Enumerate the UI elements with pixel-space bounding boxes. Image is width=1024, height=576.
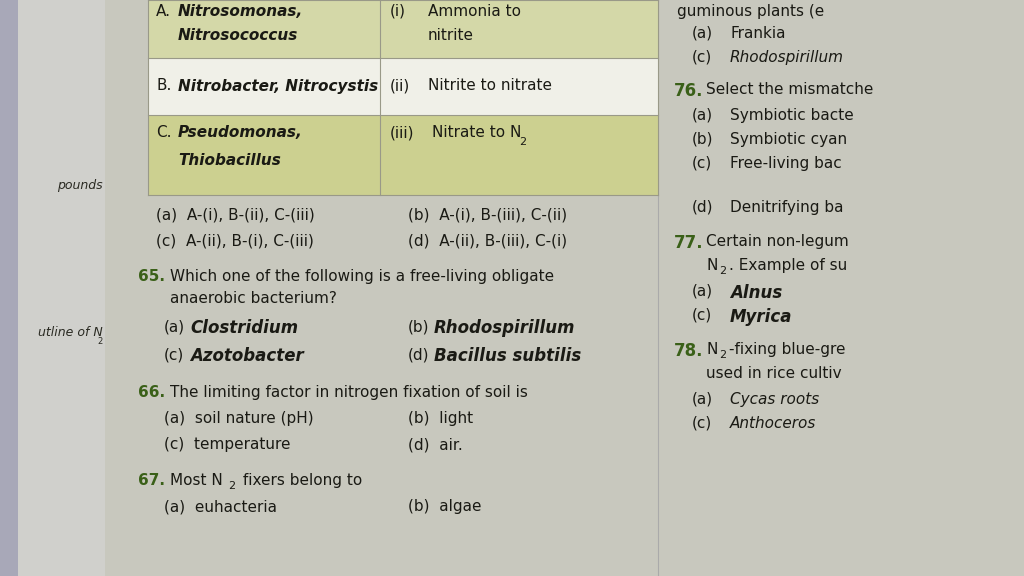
Text: (ii): (ii) [390, 78, 411, 93]
Text: (b)  light: (b) light [408, 411, 473, 426]
Text: Thiobacillus: Thiobacillus [178, 153, 281, 168]
Text: (c): (c) [164, 347, 184, 362]
Text: Ammonia to: Ammonia to [428, 4, 521, 19]
Text: Most N: Most N [170, 473, 223, 488]
Text: A.: A. [156, 4, 171, 19]
Text: (a)  A-(i), B-(ii), C-(iii): (a) A-(i), B-(ii), C-(iii) [156, 207, 314, 222]
Text: (d): (d) [408, 347, 429, 362]
Text: nitrite: nitrite [428, 28, 474, 43]
Text: 2: 2 [519, 137, 526, 147]
Text: fixers belong to: fixers belong to [238, 473, 362, 488]
Text: Nitrosomonas,: Nitrosomonas, [178, 4, 303, 19]
Text: Nitrate to N: Nitrate to N [432, 125, 521, 140]
Bar [0, 0, 18, 576]
Text: Nitrosococcus: Nitrosococcus [178, 28, 298, 43]
Text: The limiting factor in nitrogen fixation of soil is: The limiting factor in nitrogen fixation… [170, 385, 528, 400]
Text: Which one of the following is a free-living obligate: Which one of the following is a free-liv… [170, 269, 554, 284]
Text: C.: C. [156, 125, 171, 140]
Text: Rhodospirillum: Rhodospirillum [730, 50, 844, 65]
Text: (b)  A-(i), B-(iii), C-(ii): (b) A-(i), B-(iii), C-(ii) [408, 207, 567, 222]
Text: Denitrifying ba: Denitrifying ba [730, 200, 844, 215]
Text: Rhodospirillum: Rhodospirillum [434, 319, 575, 337]
Text: (a): (a) [692, 26, 713, 41]
Text: (c): (c) [692, 156, 713, 171]
Text: 2: 2 [228, 481, 236, 491]
Text: . Example of su: . Example of su [729, 258, 847, 273]
Text: Nitrobacter, Nitrocystis: Nitrobacter, Nitrocystis [178, 78, 378, 93]
Text: (d)  A-(ii), B-(iii), C-(i): (d) A-(ii), B-(iii), C-(i) [408, 233, 567, 248]
Bar [148, 58, 658, 115]
Text: Symbiotic cyan: Symbiotic cyan [730, 132, 847, 147]
Text: Frankia: Frankia [730, 26, 785, 41]
Text: Alnus: Alnus [730, 284, 782, 302]
Bar [105, 0, 1024, 576]
Text: (iii): (iii) [390, 125, 415, 140]
Text: N: N [706, 258, 718, 273]
Text: 77.: 77. [674, 234, 703, 252]
Text: (c)  A-(ii), B-(i), C-(iii): (c) A-(ii), B-(i), C-(iii) [156, 233, 314, 248]
Text: (b): (b) [692, 132, 714, 147]
Text: (a)  soil nature (pH): (a) soil nature (pH) [164, 411, 313, 426]
Text: (d): (d) [692, 200, 714, 215]
Text: B.: B. [156, 78, 171, 93]
Text: -fixing blue-gre: -fixing blue-gre [729, 342, 846, 357]
Text: Pseudomonas,: Pseudomonas, [178, 125, 303, 140]
Text: utline of N: utline of N [38, 325, 103, 339]
Text: 2: 2 [719, 266, 726, 276]
Text: (c): (c) [692, 308, 713, 323]
Text: Cycas roots: Cycas roots [730, 392, 819, 407]
Text: (a): (a) [692, 108, 713, 123]
Text: (a): (a) [164, 319, 185, 334]
Text: anaerobic bacterium?: anaerobic bacterium? [170, 291, 337, 306]
Text: Select the mismatche: Select the mismatche [706, 82, 873, 97]
Bar [0, 0, 105, 576]
Text: Free-living bac: Free-living bac [730, 156, 842, 171]
Text: (a)  euhacteria: (a) euhacteria [164, 499, 278, 514]
Text: N: N [706, 342, 718, 357]
Text: 76.: 76. [674, 82, 703, 100]
Text: Nitrite to nitrate: Nitrite to nitrate [428, 78, 552, 93]
Text: (a): (a) [692, 392, 713, 407]
Text: Symbiotic bacte: Symbiotic bacte [730, 108, 854, 123]
Text: 2: 2 [719, 350, 726, 360]
Text: 78.: 78. [674, 342, 703, 360]
Text: Myrica: Myrica [730, 308, 793, 326]
Text: 2: 2 [97, 338, 103, 347]
Bar [148, 0, 658, 58]
Text: 65.: 65. [138, 269, 165, 284]
Text: (b): (b) [408, 319, 429, 334]
Text: (d)  air.: (d) air. [408, 437, 463, 452]
Text: Certain non-legum: Certain non-legum [706, 234, 849, 249]
Text: guminous plants (e: guminous plants (e [677, 4, 824, 19]
Text: (c): (c) [692, 50, 713, 65]
Text: (i): (i) [390, 4, 406, 19]
Text: pounds: pounds [57, 179, 103, 191]
Text: (c): (c) [692, 416, 713, 431]
Text: used in rice cultiv: used in rice cultiv [706, 366, 842, 381]
Text: (a): (a) [692, 284, 713, 299]
Text: 66.: 66. [138, 385, 165, 400]
Text: Bacillus subtilis: Bacillus subtilis [434, 347, 582, 365]
Bar [148, 115, 658, 195]
Text: (c)  temperature: (c) temperature [164, 437, 291, 452]
Text: Anthoceros: Anthoceros [730, 416, 816, 431]
Text: Azotobacter: Azotobacter [190, 347, 304, 365]
Text: Clostridium: Clostridium [190, 319, 298, 337]
Text: 67.: 67. [138, 473, 165, 488]
Text: (b)  algae: (b) algae [408, 499, 481, 514]
